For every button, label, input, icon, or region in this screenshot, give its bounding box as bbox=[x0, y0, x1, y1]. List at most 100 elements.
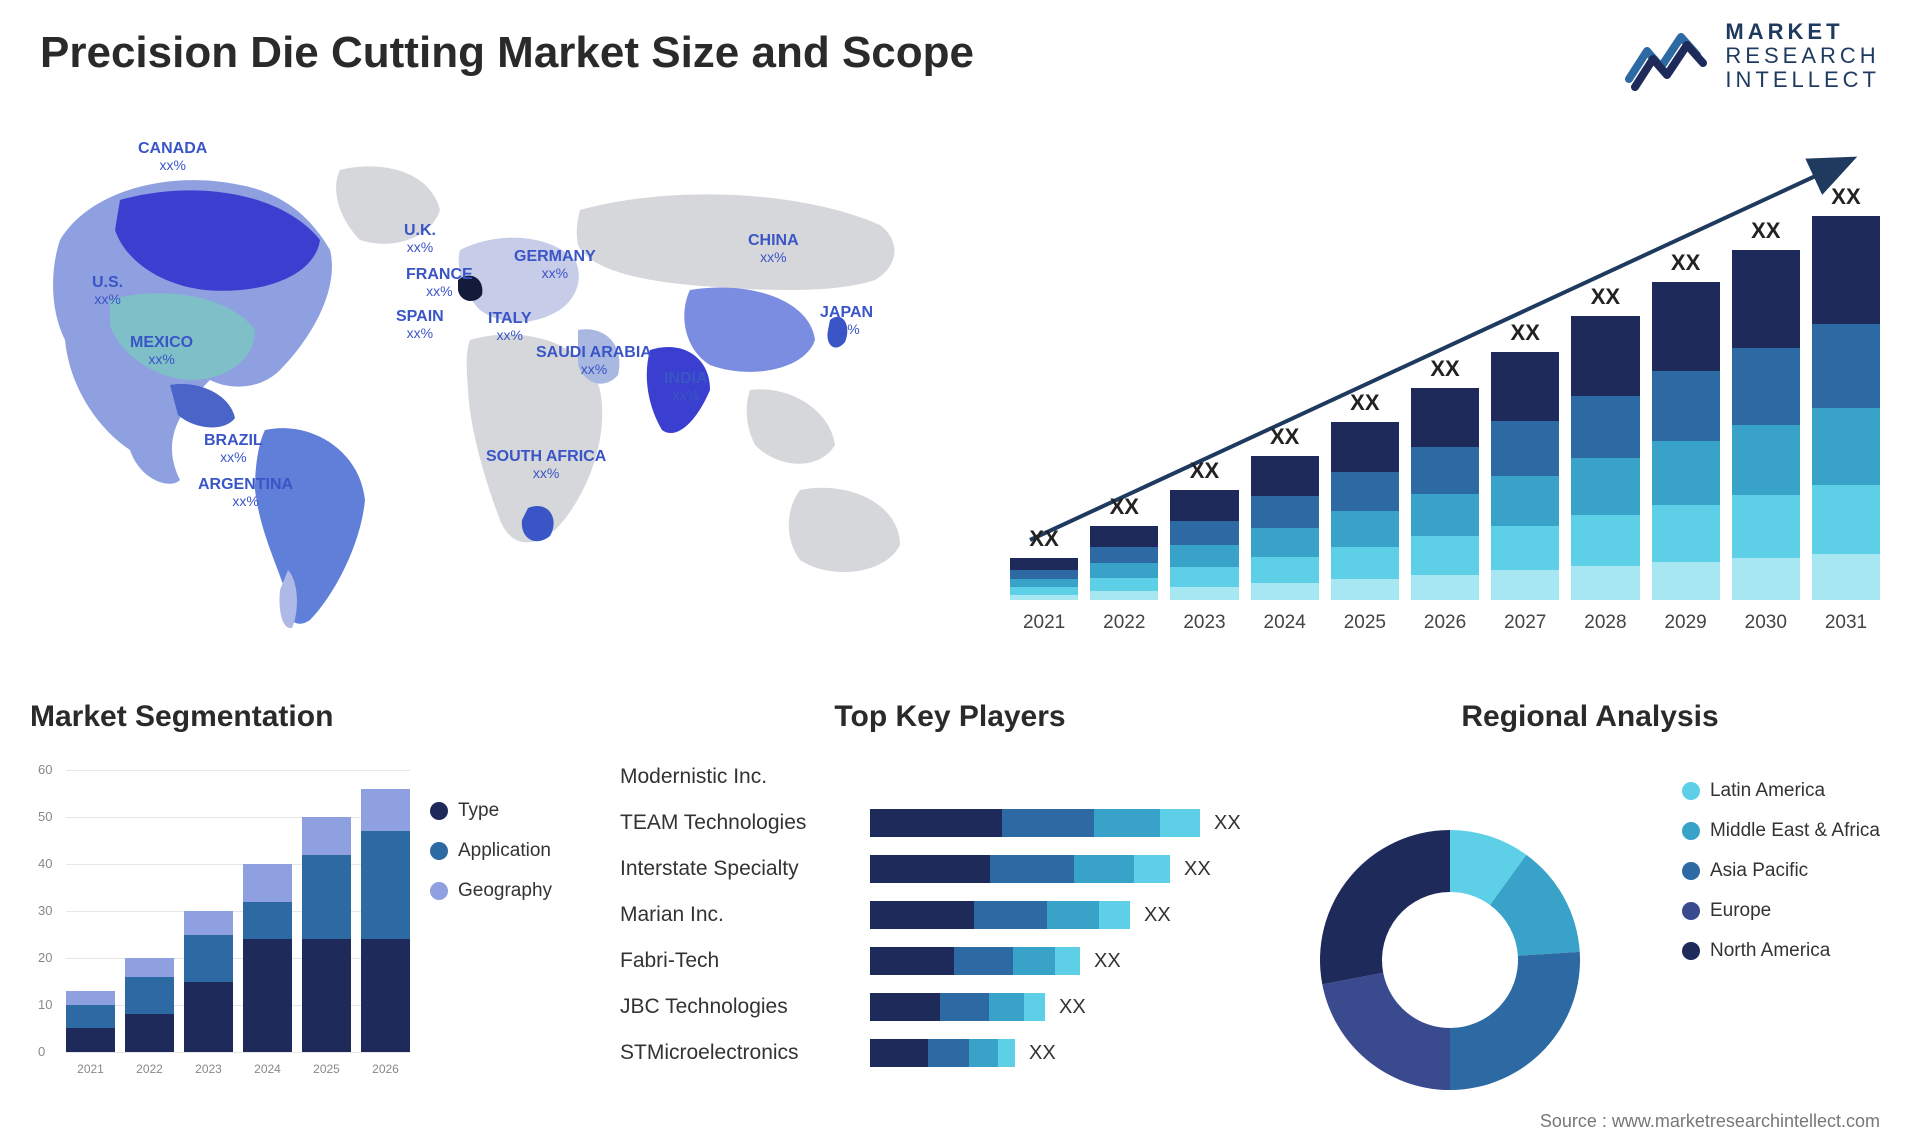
y-axis-tick: 10 bbox=[38, 997, 52, 1012]
page-title: Precision Die Cutting Market Size and Sc… bbox=[40, 28, 974, 78]
y-axis-tick: 20 bbox=[38, 950, 52, 965]
map-label: U.K.xx% bbox=[404, 222, 436, 255]
key-player-bar bbox=[870, 993, 1045, 1021]
growth-bar-value: XX bbox=[1732, 218, 1800, 244]
segmentation-bar: 2021 bbox=[66, 991, 115, 1052]
segmentation-bar-year: 2025 bbox=[302, 1062, 351, 1076]
legend-swatch bbox=[1682, 782, 1700, 800]
map-label: JAPANxx% bbox=[820, 304, 873, 337]
key-player-row: Fabri-TechXX bbox=[620, 938, 1280, 984]
key-players-section: Top Key Players Modernistic Inc.TEAM Tec… bbox=[620, 700, 1280, 1100]
legend-item: North America bbox=[1682, 940, 1880, 962]
segmentation-bar: 2025 bbox=[302, 817, 351, 1052]
key-player-name: STMicroelectronics bbox=[620, 1041, 870, 1065]
key-player-value: XX bbox=[1029, 1042, 1056, 1065]
legend-item: Europe bbox=[1682, 900, 1880, 922]
growth-bar-year: 2025 bbox=[1331, 612, 1399, 634]
world-map: CANADAxx%U.S.xx%MEXICOxx%BRAZILxx%ARGENT… bbox=[30, 130, 970, 640]
growth-bar-year: 2023 bbox=[1170, 612, 1238, 634]
segmentation-bar: 2026 bbox=[361, 789, 410, 1052]
growth-bar-value: XX bbox=[1652, 250, 1720, 276]
donut-slice bbox=[1450, 952, 1580, 1090]
growth-bar-year: 2024 bbox=[1251, 612, 1319, 634]
legend-swatch bbox=[430, 882, 448, 900]
growth-bar-value: XX bbox=[1090, 494, 1158, 520]
growth-bar-value: XX bbox=[1010, 526, 1078, 552]
regional-donut-chart bbox=[1300, 760, 1620, 1100]
map-label: CHINAxx% bbox=[748, 232, 799, 265]
key-player-value: XX bbox=[1144, 904, 1171, 927]
key-player-bar bbox=[870, 901, 1130, 929]
map-label: INDIAxx% bbox=[664, 370, 708, 403]
key-player-name: Marian Inc. bbox=[620, 903, 870, 927]
y-axis-tick: 60 bbox=[38, 762, 52, 777]
y-axis-tick: 30 bbox=[38, 903, 52, 918]
key-player-value: XX bbox=[1184, 858, 1211, 881]
growth-bar-year: 2030 bbox=[1732, 612, 1800, 634]
growth-bar-value: XX bbox=[1571, 284, 1639, 310]
growth-bar-value: XX bbox=[1251, 424, 1319, 450]
growth-chart: XX2021XX2022XX2023XX2024XX2025XX2026XX20… bbox=[1010, 140, 1880, 640]
key-player-name: JBC Technologies bbox=[620, 995, 870, 1019]
segmentation-chart: 0102030405060 202120222023202420252026 bbox=[30, 760, 410, 1080]
key-player-row: STMicroelectronics XX bbox=[620, 1030, 1280, 1076]
key-player-name: Interstate Specialty bbox=[620, 857, 870, 881]
segmentation-bar-year: 2021 bbox=[66, 1062, 115, 1076]
growth-bar-year: 2027 bbox=[1491, 612, 1559, 634]
growth-bar-year: 2031 bbox=[1812, 612, 1880, 634]
legend-label: Geography bbox=[458, 880, 552, 902]
map-label: BRAZILxx% bbox=[204, 432, 263, 465]
key-player-bar bbox=[870, 809, 1200, 837]
map-label: U.S.xx% bbox=[92, 274, 123, 307]
map-label: ARGENTINAxx% bbox=[198, 476, 293, 509]
world-map-svg bbox=[30, 130, 970, 640]
regional-title: Regional Analysis bbox=[1300, 700, 1880, 734]
growth-bar-year: 2021 bbox=[1010, 612, 1078, 634]
key-player-row: TEAM Technologies XX bbox=[620, 800, 1280, 846]
legend-swatch bbox=[1682, 902, 1700, 920]
segmentation-bar: 2022 bbox=[125, 958, 174, 1052]
key-player-value: XX bbox=[1214, 812, 1241, 835]
legend-item: Application bbox=[430, 840, 552, 862]
key-player-row: Modernistic Inc. bbox=[620, 754, 1280, 800]
key-player-row: Marian Inc. XX bbox=[620, 892, 1280, 938]
legend-item: Type bbox=[430, 800, 552, 822]
legend-item: Middle East & Africa bbox=[1682, 820, 1880, 842]
legend-swatch bbox=[430, 802, 448, 820]
segmentation-section: Market Segmentation 0102030405060 202120… bbox=[30, 700, 590, 1100]
legend-label: Middle East & Africa bbox=[1710, 820, 1880, 842]
map-label: SAUDI ARABIAxx% bbox=[536, 344, 652, 377]
key-player-row: JBC TechnologiesXX bbox=[620, 984, 1280, 1030]
key-player-row: Interstate Specialty XX bbox=[620, 846, 1280, 892]
y-axis-tick: 0 bbox=[38, 1044, 45, 1059]
map-label: ITALYxx% bbox=[488, 310, 532, 343]
growth-bar-value: XX bbox=[1812, 184, 1880, 210]
legend-label: Type bbox=[458, 800, 499, 822]
legend-swatch bbox=[1682, 862, 1700, 880]
key-player-bar bbox=[870, 855, 1170, 883]
key-player-name: TEAM Technologies bbox=[620, 811, 870, 835]
map-label: SOUTH AFRICAxx% bbox=[486, 448, 606, 481]
map-label: GERMANYxx% bbox=[514, 248, 596, 281]
growth-bar-value: XX bbox=[1331, 390, 1399, 416]
segmentation-bar-year: 2026 bbox=[361, 1062, 410, 1076]
growth-bar-value: XX bbox=[1411, 356, 1479, 382]
growth-bar-year: 2028 bbox=[1571, 612, 1639, 634]
logo-line2: RESEARCH bbox=[1725, 44, 1880, 68]
legend-item: Geography bbox=[430, 880, 552, 902]
growth-bar-value: XX bbox=[1491, 320, 1559, 346]
map-label: FRANCExx% bbox=[406, 266, 473, 299]
legend-swatch bbox=[430, 842, 448, 860]
legend-label: North America bbox=[1710, 940, 1830, 962]
donut-slice bbox=[1320, 830, 1450, 984]
segmentation-legend: Type Application Geography bbox=[430, 800, 552, 920]
segmentation-title: Market Segmentation bbox=[30, 700, 590, 734]
legend-item: Latin America bbox=[1682, 780, 1880, 802]
key-player-name: Modernistic Inc. bbox=[620, 765, 870, 789]
logo-icon bbox=[1625, 21, 1711, 91]
legend-item: Asia Pacific bbox=[1682, 860, 1880, 882]
map-label: SPAINxx% bbox=[396, 308, 444, 341]
regional-legend: Latin America Middle East & Africa Asia Pa… bbox=[1682, 780, 1880, 980]
segmentation-bar: 2023 bbox=[184, 911, 233, 1052]
segmentation-bar-year: 2022 bbox=[125, 1062, 174, 1076]
